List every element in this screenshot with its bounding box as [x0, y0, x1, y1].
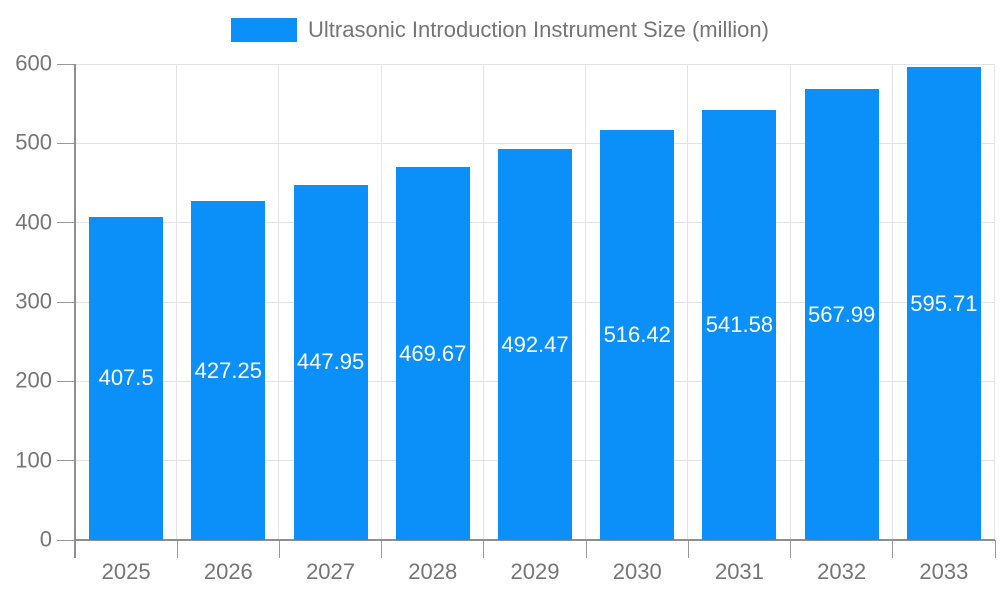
bar-value-label: 407.5	[98, 365, 154, 391]
bar-value-label: 595.71	[910, 290, 978, 316]
x-axis-line	[75, 539, 995, 541]
bar[interactable]: 541.58	[702, 110, 777, 540]
x-axis-tick	[994, 540, 996, 558]
bar[interactable]: 469.67	[395, 167, 470, 540]
plot-area: 0 100 200 300 400 500 600 407.5 2025 427.25 2026 44…	[15, 52, 996, 583]
x-tick-label: 2028	[408, 559, 458, 584]
gridline-vertical	[687, 64, 689, 540]
x-tick-label: 2031	[714, 559, 764, 584]
gridline-horizontal	[75, 142, 995, 144]
x-axis-tick	[381, 540, 383, 558]
bar-value-label: 427.25	[194, 357, 262, 383]
x-tick-label: 2030	[612, 559, 662, 584]
x-axis-tick	[585, 540, 587, 558]
bar-value-label: 469.67	[399, 340, 467, 366]
x-axis-tick	[176, 540, 178, 558]
gridline-vertical	[789, 64, 791, 540]
bar-value-label: 447.95	[296, 349, 365, 375]
bar-value-label: 492.47	[501, 331, 569, 357]
x-axis-tick	[790, 540, 792, 558]
gridline-vertical	[994, 64, 995, 540]
y-axis-tick	[57, 460, 75, 462]
y-axis-tick	[57, 63, 75, 65]
y-tick-label: 400	[15, 209, 52, 235]
y-axis-tick	[57, 301, 75, 303]
bar[interactable]: 516.42	[600, 130, 675, 540]
x-tick-label: 2026	[203, 559, 253, 584]
legend[interactable]: Ultrasonic Introduction Instrument Size …	[0, 17, 1000, 43]
gridline-vertical	[891, 64, 893, 540]
bar[interactable]: 407.5	[89, 216, 164, 540]
y-tick-label: 500	[15, 129, 52, 155]
y-tick-label: 0	[39, 526, 52, 552]
bar[interactable]: 447.95	[293, 184, 368, 540]
x-tick-label: 2029	[510, 559, 560, 584]
legend-label: Ultrasonic Introduction Instrument Size …	[308, 17, 769, 42]
x-axis-tick	[278, 540, 280, 558]
y-axis-line	[74, 64, 76, 558]
y-axis-tick	[57, 539, 75, 541]
gridline-horizontal	[75, 63, 995, 65]
x-tick-label: 2027	[306, 559, 356, 584]
bar-value-label: 516.42	[603, 322, 671, 348]
gridline-vertical	[176, 64, 178, 540]
gridline-vertical	[380, 64, 382, 540]
x-axis-tick	[483, 540, 485, 558]
y-axis-tick	[57, 222, 75, 224]
bar-value-label: 567.99	[808, 301, 876, 327]
bar[interactable]: 492.47	[498, 149, 572, 540]
bar[interactable]: 567.99	[804, 89, 879, 540]
x-tick-label: 2025	[101, 559, 151, 584]
gridline-vertical	[278, 64, 280, 540]
x-tick-label: 2032	[817, 559, 867, 584]
y-tick-label: 600	[15, 50, 52, 76]
bar-value-label: 541.58	[705, 312, 774, 338]
legend-swatch-icon	[231, 18, 298, 42]
x-tick-label: 2033	[919, 559, 969, 584]
y-tick-label: 100	[15, 447, 52, 473]
y-axis-tick	[57, 380, 75, 382]
gridline-vertical	[482, 64, 484, 540]
x-axis-tick	[687, 540, 689, 558]
bar[interactable]: 427.25	[191, 201, 266, 540]
gridline-vertical	[585, 64, 587, 540]
x-axis-tick	[892, 540, 894, 558]
bar[interactable]: 595.71	[906, 67, 981, 540]
y-tick-label: 200	[15, 367, 52, 393]
y-tick-label: 300	[15, 288, 52, 314]
y-axis-tick	[57, 142, 75, 144]
